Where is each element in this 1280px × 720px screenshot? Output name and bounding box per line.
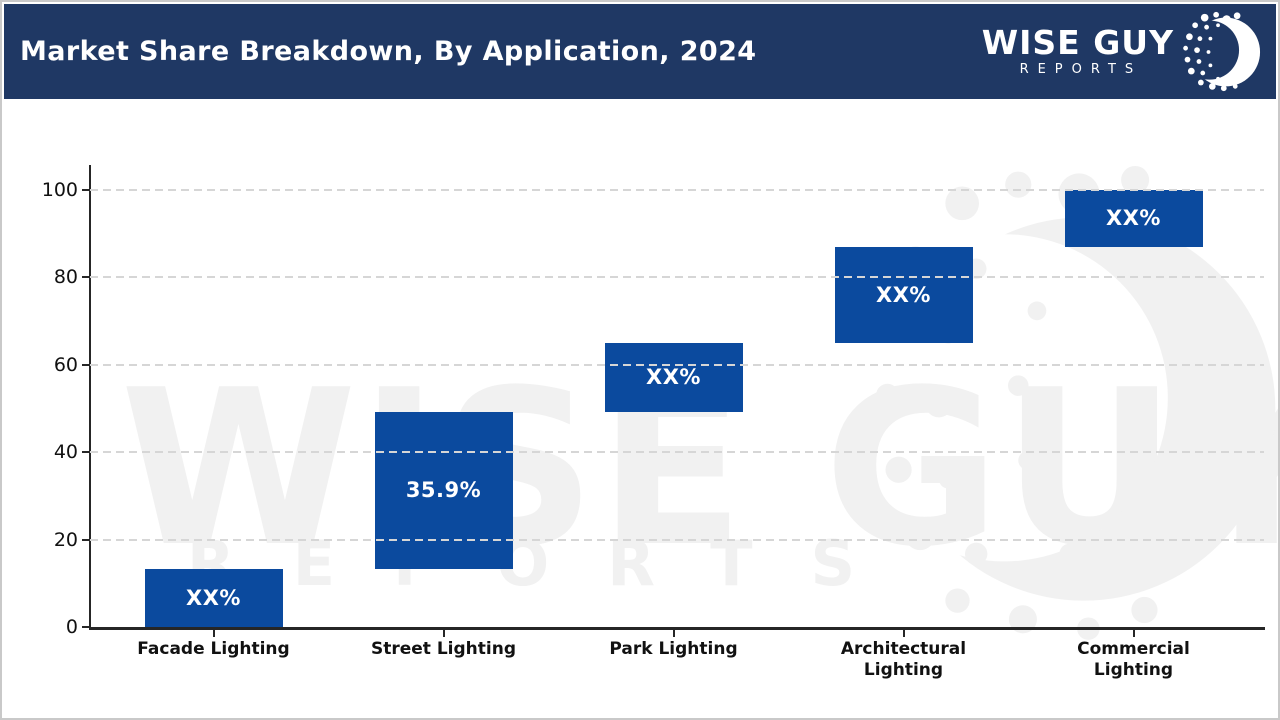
gridline <box>90 276 1264 278</box>
x-category-label: Commercial Lighting <box>1019 639 1249 681</box>
x-axis-line <box>89 627 1265 630</box>
x-category-label-line: Commercial <box>1077 639 1190 659</box>
x-tick-mark <box>442 630 445 637</box>
y-tick-label: 80 <box>53 266 78 288</box>
x-tick-mark <box>672 630 675 637</box>
x-tick-mark <box>212 630 215 637</box>
bar-value-label: XX% <box>646 365 701 390</box>
x-category-label-line: Facade Lighting <box>137 639 290 659</box>
page-title: Market Share Breakdown, By Application, … <box>20 36 757 67</box>
chart-area: WISE GUY REPORTS <box>2 99 1278 718</box>
y-tick-label: 100 <box>41 178 78 201</box>
logo-reports-text: REPORTS <box>1019 62 1143 77</box>
gridline <box>90 538 1264 541</box>
y-tick-label: 40 <box>53 441 78 463</box>
y-tick-label: 0 <box>65 616 78 638</box>
logo-wordmark: WISE GUY REPORTS <box>981 23 1174 78</box>
bar-value-label: XX% <box>876 282 931 307</box>
y-tick-mark <box>82 538 90 541</box>
gridline <box>90 363 1264 366</box>
x-category-label-line: Lighting <box>1093 660 1174 680</box>
x-category-label: Park Lighting <box>559 639 789 660</box>
bar: 35.9% <box>374 411 513 569</box>
x-category-label-line: Lighting <box>863 660 944 680</box>
x-category-label-line: Architectural <box>840 639 967 659</box>
gridline <box>90 451 1264 453</box>
y-tick-mark <box>82 188 90 191</box>
y-tick-mark <box>82 451 90 453</box>
y-tick-label: 20 <box>53 528 78 551</box>
bar: XX% <box>604 343 743 412</box>
x-category-label-line: Street Lighting <box>370 639 516 659</box>
bar-value-label: 35.9% <box>405 478 482 503</box>
logo-name-text: WISE GUY <box>981 23 1174 62</box>
y-tick-mark <box>82 626 90 628</box>
bar-value-label: XX% <box>186 585 241 610</box>
bar: XX% <box>834 246 973 344</box>
wiseguy-logo: WISE GUY REPORTS <box>981 9 1262 94</box>
x-category-label: Architectural Lighting <box>789 639 1019 681</box>
bar: XX% <box>144 568 283 627</box>
x-tick-mark <box>1132 630 1135 637</box>
x-tick-mark <box>902 630 905 637</box>
header: Market Share Breakdown, By Application, … <box>4 4 1276 99</box>
watermark-head-icon <box>850 156 1278 662</box>
y-tick-mark <box>82 276 90 278</box>
x-category-label: Facade Lighting <box>99 639 329 660</box>
bar-value-label: XX% <box>1106 206 1161 231</box>
bar: XX% <box>1064 189 1203 247</box>
y-tick-mark <box>82 363 90 366</box>
y-axis-line <box>89 165 91 630</box>
x-category-label: Street Lighting <box>329 639 559 660</box>
wiseguy-head-icon <box>1176 9 1262 94</box>
x-category-label-line: Park Lighting <box>609 639 738 659</box>
gridline <box>90 188 1264 191</box>
y-tick-label: 60 <box>53 353 78 376</box>
